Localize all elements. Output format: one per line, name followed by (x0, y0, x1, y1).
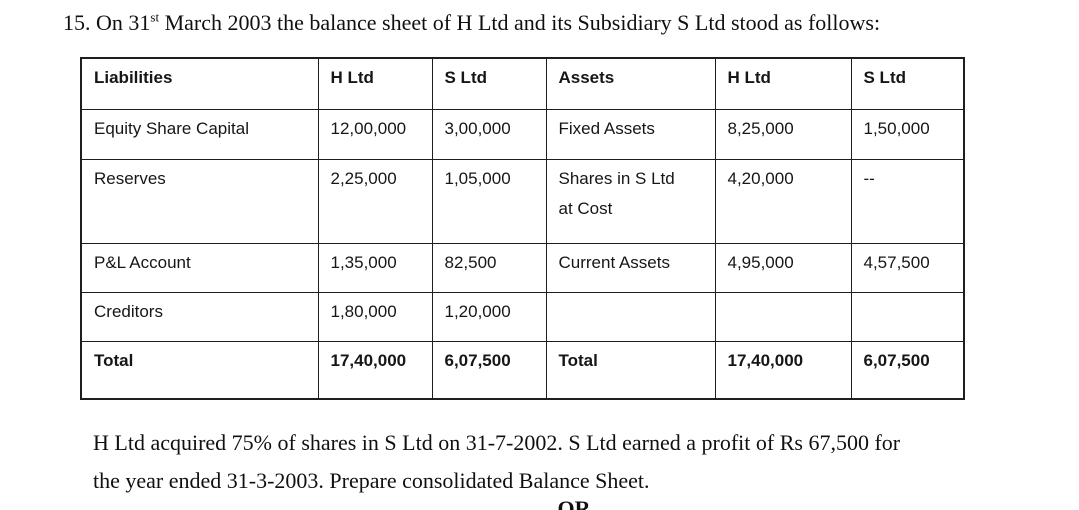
table-cell: Reserves (80, 158, 319, 244)
table-row: Equity Share Capital 12,00,000 3,00,000 … (80, 108, 965, 160)
or-separator: OR (557, 496, 591, 510)
table-cell: 4,20,000 (714, 158, 852, 244)
total-s-ltd-liabilities: 6,07,500 (431, 340, 547, 400)
table-cell: 1,80,000 (317, 291, 433, 342)
header-s-ltd-assets: S Ltd (850, 57, 965, 110)
table-cell (850, 291, 965, 342)
table-cell: 4,57,500 (850, 242, 965, 293)
table-cell: Current Assets (545, 242, 716, 293)
table-cell: 82,500 (431, 242, 547, 293)
total-h-ltd-assets: 17,40,000 (714, 340, 852, 400)
table-row: Creditors 1,80,000 1,20,000 (80, 291, 965, 342)
table-cell: Fixed Assets (545, 108, 716, 160)
table-header-row: Liabilities H Ltd S Ltd Assets H Ltd S L… (80, 57, 965, 110)
total-label-assets: Total (545, 340, 716, 400)
table-cell: P&L Account (80, 242, 319, 293)
table-cell: Equity Share Capital (80, 108, 319, 160)
title-text-end: March 2003 the balance sheet of H Ltd an… (159, 10, 881, 35)
total-s-ltd-assets: 6,07,500 (850, 340, 965, 400)
total-label-liabilities: Total (80, 340, 319, 400)
table-cell: 2,25,000 (317, 158, 433, 244)
table-cell: 1,20,000 (431, 291, 547, 342)
question-title: 15. On 31st March 2003 the balance sheet… (63, 10, 880, 36)
note-line-1: H Ltd acquired 75% of shares in S Ltd on… (93, 430, 901, 455)
table-cell: 1,05,000 (431, 158, 547, 244)
table-cell: 4,95,000 (714, 242, 852, 293)
note-line-2: the year ended 31-3-2003. Prepare consol… (93, 468, 650, 493)
header-s-ltd-liabilities: S Ltd (431, 57, 547, 110)
table-cell: -- (850, 158, 965, 244)
total-h-ltd-liabilities: 17,40,000 (317, 340, 433, 400)
table-row: Reserves 2,25,000 1,05,000 Shares in S L… (80, 158, 965, 244)
table-cell: Creditors (80, 291, 319, 342)
table-cell: 3,00,000 (431, 108, 547, 160)
title-ordinal-superscript: st (150, 9, 160, 25)
table-cell: Shares in S Ltd at Cost (545, 158, 716, 244)
table-cell: 8,25,000 (714, 108, 852, 160)
table-row: P&L Account 1,35,000 82,500 Current Asse… (80, 242, 965, 293)
balance-sheet-table: Liabilities H Ltd S Ltd Assets H Ltd S L… (80, 57, 965, 400)
table-cell: 1,50,000 (850, 108, 965, 160)
table-cell (545, 291, 716, 342)
question-note: H Ltd acquired 75% of shares in S Ltd on… (93, 424, 1058, 500)
header-liabilities: Liabilities (80, 57, 319, 110)
table-cell (714, 291, 852, 342)
header-h-ltd-assets: H Ltd (714, 57, 852, 110)
header-assets: Assets (545, 57, 716, 110)
title-text-start: 15. On 31 (63, 10, 151, 35)
table-cell: 12,00,000 (317, 108, 433, 160)
table-cell: 1,35,000 (317, 242, 433, 293)
header-h-ltd-liabilities: H Ltd (317, 57, 433, 110)
table-total-row: Total 17,40,000 6,07,500 Total 17,40,000… (80, 340, 965, 400)
